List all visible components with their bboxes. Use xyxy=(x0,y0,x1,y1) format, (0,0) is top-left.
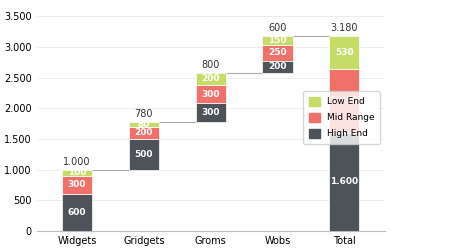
Text: 600: 600 xyxy=(268,23,287,33)
Text: 500: 500 xyxy=(135,150,153,159)
Text: 300: 300 xyxy=(201,90,220,99)
Text: 100: 100 xyxy=(68,168,86,177)
Text: 200: 200 xyxy=(201,74,220,84)
Text: 1.050: 1.050 xyxy=(330,96,358,105)
Text: 200: 200 xyxy=(268,62,287,71)
Text: 600: 600 xyxy=(68,208,86,217)
Text: 1.600: 1.600 xyxy=(330,178,358,186)
Legend: Low End, Mid Range, High End: Low End, Mid Range, High End xyxy=(303,91,380,144)
Bar xyxy=(62,194,92,231)
Bar xyxy=(329,36,359,68)
Bar xyxy=(129,122,159,127)
Bar xyxy=(129,127,159,139)
Text: 80: 80 xyxy=(137,120,150,129)
Bar xyxy=(62,176,92,194)
Bar xyxy=(263,36,292,45)
Bar xyxy=(196,73,226,85)
Text: 150: 150 xyxy=(268,36,287,45)
Text: 1.000: 1.000 xyxy=(63,156,91,166)
Text: 800: 800 xyxy=(201,60,220,70)
Bar xyxy=(263,60,292,73)
Bar xyxy=(62,170,92,176)
Bar xyxy=(196,104,226,122)
Text: 530: 530 xyxy=(335,48,354,57)
Text: 300: 300 xyxy=(68,180,86,190)
Bar xyxy=(329,68,359,133)
Text: 3.180: 3.180 xyxy=(331,23,358,33)
Text: 300: 300 xyxy=(201,108,220,117)
Text: 200: 200 xyxy=(135,128,153,138)
Text: 780: 780 xyxy=(135,109,153,119)
Bar xyxy=(329,133,359,231)
Text: 250: 250 xyxy=(268,48,287,58)
Bar xyxy=(263,45,292,60)
Bar xyxy=(129,139,159,170)
Bar xyxy=(196,85,226,103)
